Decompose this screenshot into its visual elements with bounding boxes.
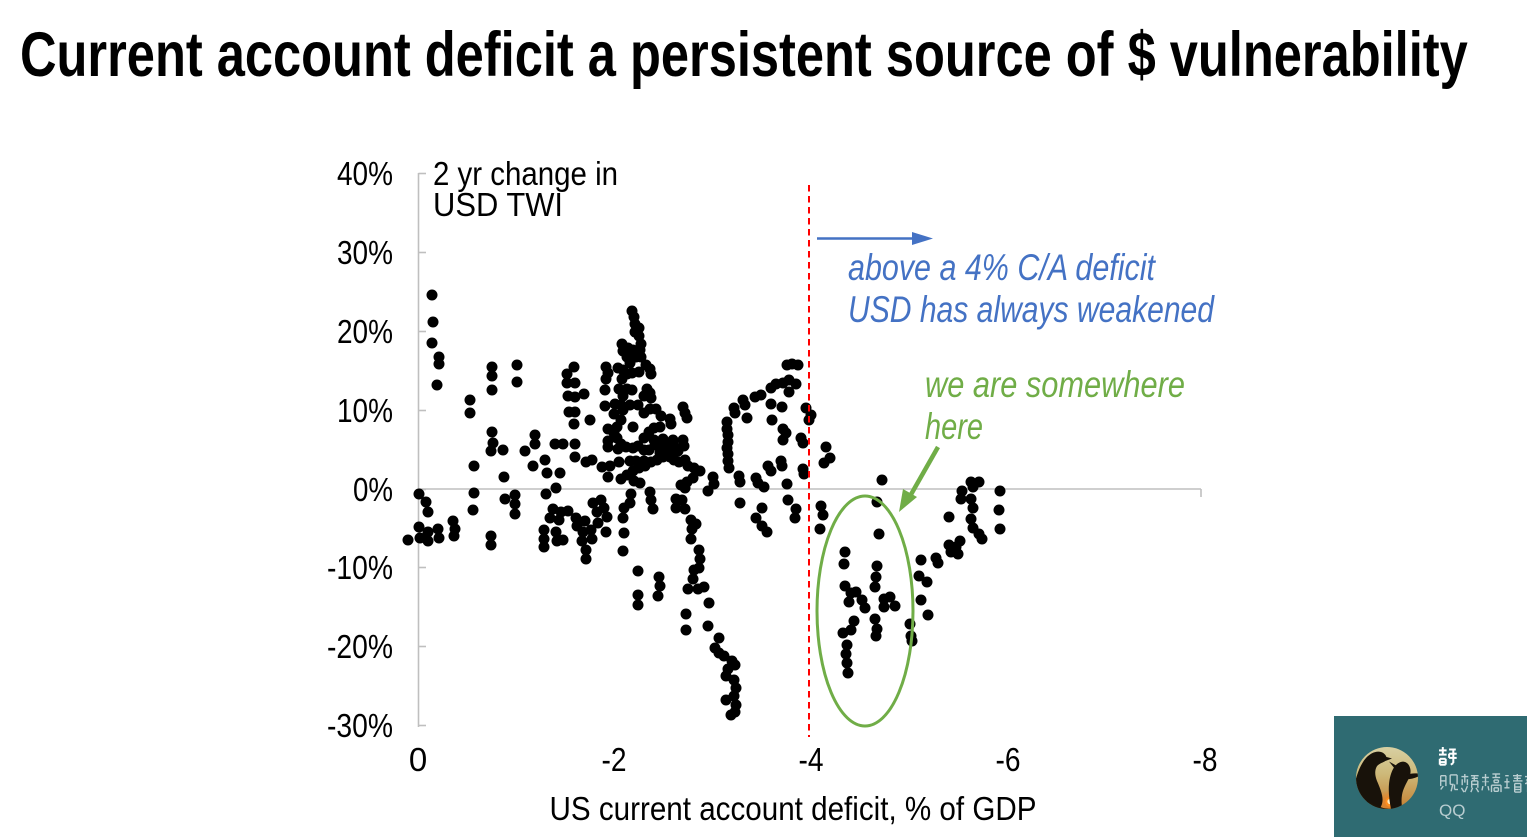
svg-text:-4: -4 xyxy=(799,741,824,778)
svg-text:-6: -6 xyxy=(996,741,1021,778)
svg-text:-30%: -30% xyxy=(327,707,393,744)
svg-text:we are somewhere: we are somewhere xyxy=(925,364,1185,405)
svg-text:above a 4% C/A deficit: above a 4% C/A deficit xyxy=(848,247,1156,288)
svg-text:30%: 30% xyxy=(337,234,393,271)
svg-text:10%: 10% xyxy=(337,392,393,429)
svg-text:20%: 20% xyxy=(337,313,393,350)
svg-text:US current account deficit, %: US current account deficit, % of GDP xyxy=(550,790,1037,827)
svg-text:USD TWI: USD TWI xyxy=(433,186,563,223)
svg-text:0%: 0% xyxy=(353,471,393,508)
svg-text:USD has always weakened: USD has always weakened xyxy=(848,289,1215,330)
svg-text:-2: -2 xyxy=(602,741,627,778)
svg-text:40%: 40% xyxy=(337,155,393,192)
svg-text:QQ: QQ xyxy=(1439,801,1465,820)
svg-text:-20%: -20% xyxy=(327,628,393,665)
svg-text:-8: -8 xyxy=(1193,741,1218,778)
svg-text:here: here xyxy=(925,406,983,447)
svg-text:2 yr change in: 2 yr change in xyxy=(433,155,618,192)
svg-text:-10%: -10% xyxy=(327,549,393,586)
svg-text:0: 0 xyxy=(409,741,427,778)
